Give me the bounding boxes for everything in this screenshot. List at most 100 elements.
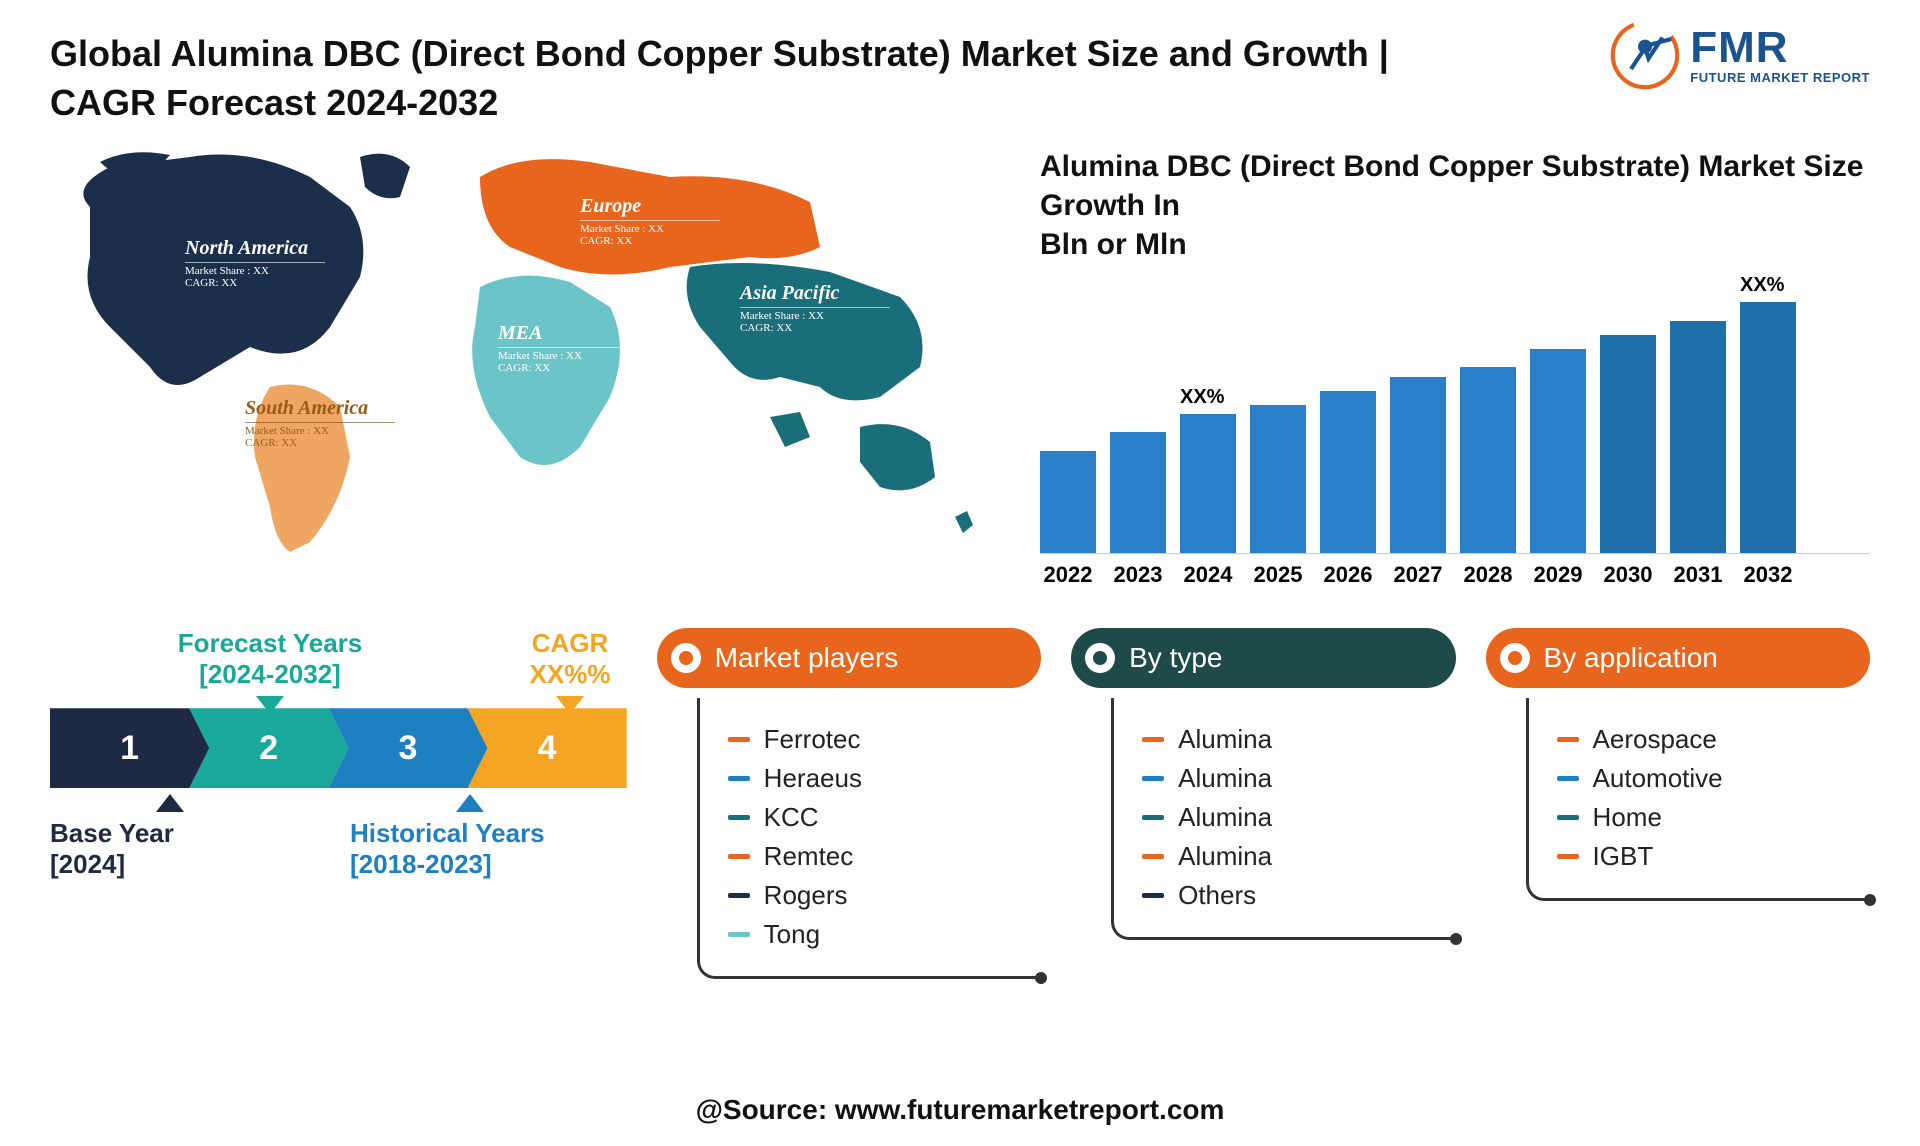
tl-top-text2: XX%% bbox=[460, 659, 680, 690]
list-item: Automotive bbox=[1557, 763, 1870, 794]
bar-label-2029: 2029 bbox=[1530, 562, 1586, 588]
bar-pct-2024: XX% bbox=[1180, 386, 1224, 409]
bullet-icon bbox=[1557, 854, 1579, 859]
map-share-eu: Market Share : XX bbox=[580, 220, 720, 235]
bar-2029 bbox=[1530, 349, 1586, 553]
bullet-icon bbox=[1557, 776, 1579, 781]
tl-top-text2: [2024-2032] bbox=[160, 659, 380, 690]
bar-2022 bbox=[1040, 451, 1096, 553]
map-label-na: North America bbox=[185, 237, 325, 260]
list-item-text: Ferrotec bbox=[764, 724, 861, 755]
tl-top-text: Forecast Years bbox=[160, 628, 380, 659]
by-application-section: By applicationAerospaceAutomotiveHomeIGB… bbox=[1486, 628, 1870, 901]
list-item-text: KCC bbox=[764, 802, 819, 833]
region-australia bbox=[860, 424, 935, 490]
page-title: Global Alumina DBC (Direct Bond Copper S… bbox=[50, 30, 1450, 127]
bar-label-2022: 2022 bbox=[1040, 562, 1096, 588]
by-type-section: By typeAluminaAluminaAluminaAluminaOther… bbox=[1071, 628, 1455, 940]
map-share-na: Market Share : XX bbox=[185, 262, 325, 277]
bullet-icon bbox=[1142, 815, 1164, 820]
bullet-icon bbox=[728, 854, 750, 859]
bar-label-2028: 2028 bbox=[1460, 562, 1516, 588]
bullet-icon bbox=[1142, 854, 1164, 859]
list-item: KCC bbox=[728, 802, 1041, 833]
map-cagr-ap: CAGR: XX bbox=[740, 322, 890, 334]
list-item: Ferrotec bbox=[728, 724, 1041, 755]
source-line: @Source: www.futuremarketreport.com bbox=[696, 1094, 1225, 1126]
pill-dot-icon bbox=[1500, 643, 1530, 673]
list-item: Tong bbox=[728, 919, 1041, 950]
map-cagr-sa: CAGR: XX bbox=[245, 437, 395, 449]
map-label-eu: Europe bbox=[580, 195, 720, 218]
pill-list: AluminaAluminaAluminaAluminaOthers bbox=[1111, 698, 1455, 940]
tl-bot-text: Base Year bbox=[50, 818, 290, 849]
market-players-section: Market players Ferrotec Heraeus KCC Remtec Ro… bbox=[657, 628, 1041, 979]
bullet-icon bbox=[1557, 815, 1579, 820]
bullet-icon bbox=[728, 737, 750, 742]
bullet-icon bbox=[728, 893, 750, 898]
map-share-sa: Market Share : XX bbox=[245, 422, 395, 437]
bar-2032: XX% bbox=[1740, 302, 1796, 553]
list-item-text: Alumina bbox=[1178, 841, 1272, 872]
pill-dot-icon bbox=[1085, 643, 1115, 673]
logo-icon bbox=[1610, 20, 1680, 90]
bar-label-2024: 2024 bbox=[1180, 562, 1236, 588]
bar-label-2030: 2030 bbox=[1600, 562, 1656, 588]
logo-text-main: FMR bbox=[1690, 26, 1870, 70]
region-greenland bbox=[360, 154, 410, 199]
growth-chart: Alumina DBC (Direct Bond Copper Substrat… bbox=[1040, 147, 1870, 588]
list-item-text: Rogers bbox=[764, 880, 848, 911]
pill-label: Market players bbox=[715, 642, 899, 674]
bullet-icon bbox=[1142, 893, 1164, 898]
list-item: Alumina bbox=[1142, 841, 1455, 872]
timeline-top-3: CAGRXX%% bbox=[460, 628, 680, 714]
tl-bot-text: Historical Years bbox=[350, 818, 590, 849]
timeline-seg-2: 2 bbox=[189, 708, 348, 788]
list-item: IGBT bbox=[1557, 841, 1870, 872]
bar-label-2032: 2032 bbox=[1740, 562, 1796, 588]
fmr-logo: FMR FUTURE MARKET REPORT bbox=[1610, 20, 1870, 90]
bar-2028 bbox=[1460, 367, 1516, 553]
pill-list: AerospaceAutomotiveHomeIGBT bbox=[1526, 698, 1870, 901]
timeline-bot-2: Historical Years[2018-2023] bbox=[350, 794, 590, 880]
bullet-icon bbox=[728, 815, 750, 820]
list-item-text: Others bbox=[1178, 880, 1256, 911]
list-item: Heraeus bbox=[728, 763, 1041, 794]
map-cagr-na: CAGR: XX bbox=[185, 277, 325, 289]
map-cagr-eu: CAGR: XX bbox=[580, 235, 720, 247]
map-label-mea: MEA bbox=[498, 322, 628, 345]
list-item: Others bbox=[1142, 880, 1455, 911]
map-cagr-mea: CAGR: XX bbox=[498, 362, 628, 374]
timeline-top-1: Forecast Years[2024-2032] bbox=[160, 628, 380, 714]
map-label-ap: Asia Pacific bbox=[740, 282, 890, 305]
tl-top-text: CAGR bbox=[460, 628, 680, 659]
list-item: Home bbox=[1557, 802, 1870, 833]
timeline-seg-4: 4 bbox=[468, 708, 627, 788]
bar-label-2026: 2026 bbox=[1320, 562, 1376, 588]
list-item: Alumina bbox=[1142, 802, 1455, 833]
pill-label: By application bbox=[1544, 642, 1718, 674]
timeline: Forecast Years[2024-2032]CAGRXX%% 1234 B… bbox=[50, 628, 627, 904]
list-item-text: Home bbox=[1593, 802, 1662, 833]
map-share-ap: Market Share : XX bbox=[740, 307, 890, 322]
bullet-icon bbox=[1142, 737, 1164, 742]
list-item-text: Automotive bbox=[1593, 763, 1723, 794]
pill-label: By type bbox=[1129, 642, 1222, 674]
bar-2024: XX% bbox=[1180, 414, 1236, 553]
list-item-text: Tong bbox=[764, 919, 820, 950]
region-nz bbox=[955, 511, 973, 533]
list-item-text: Heraeus bbox=[764, 763, 862, 794]
pill-list: Ferrotec Heraeus KCC Remtec Rogers Tong bbox=[697, 698, 1041, 979]
tl-bot-text2: [2018-2023] bbox=[350, 849, 590, 880]
logo-text-sub: FUTURE MARKET REPORT bbox=[1690, 70, 1870, 85]
bar-label-2025: 2025 bbox=[1250, 562, 1306, 588]
timeline-seg-1: 1 bbox=[50, 708, 209, 788]
bullet-icon bbox=[728, 776, 750, 781]
pill-header: By application bbox=[1486, 628, 1870, 688]
bullet-icon bbox=[728, 932, 750, 937]
list-item: Remtec bbox=[728, 841, 1041, 872]
tl-bot-text2: [2024] bbox=[50, 849, 290, 880]
list-item: Alumina bbox=[1142, 763, 1455, 794]
bar-2023 bbox=[1110, 432, 1166, 553]
bar-2027 bbox=[1390, 377, 1446, 553]
